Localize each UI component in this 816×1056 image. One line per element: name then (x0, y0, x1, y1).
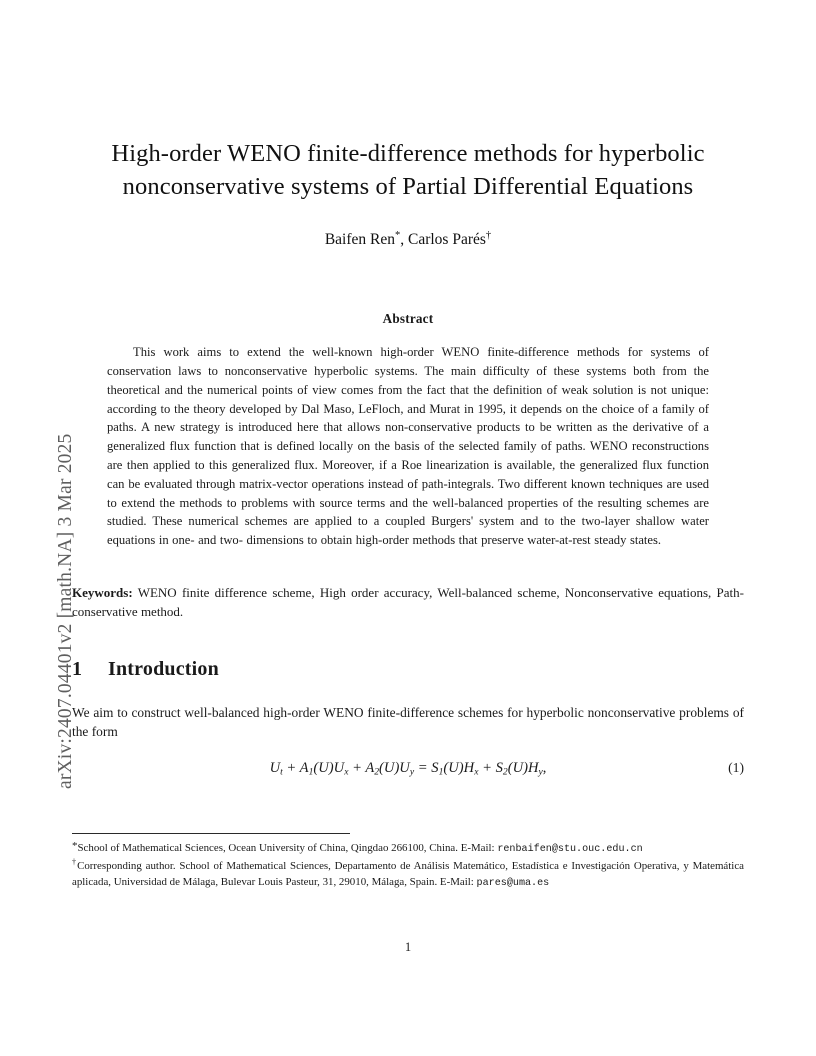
abstract-text: This work aims to extend the well-known … (107, 345, 709, 548)
footnote-marker-2: † (72, 857, 78, 867)
eq-sub: y (409, 766, 415, 778)
eq-part: = S (414, 760, 439, 777)
eq-part: (U)U (313, 760, 345, 777)
author-footnote-marker-1[interactable]: * (395, 230, 401, 241)
footnote-2-text: Corresponding author. School of Mathemat… (72, 860, 744, 889)
eq-sub: 1 (308, 766, 314, 778)
section-heading-introduction: 1 Introduction (72, 658, 744, 681)
page-number: 1 (404, 940, 412, 954)
footnote-1: *School of Mathematical Sciences, Ocean … (72, 841, 744, 857)
title-line-2: nonconservative systems of Partial Diffe… (122, 172, 694, 200)
eq-sub: x (474, 766, 479, 778)
title-line-1: High-order WENO finite-difference method… (111, 140, 705, 167)
equation-1: Ut + A1(U)Ux + A2(U)Uy = S1(U)Hx + S2(U)… (72, 760, 744, 777)
keywords-section: Keywords: WENO finite difference scheme,… (72, 584, 744, 622)
eq-part: (U)H (507, 760, 539, 777)
eq-sub: 2 (374, 766, 380, 778)
eq-part: + A (348, 760, 375, 777)
footnote-1-text: School of Mathematical Sciences, Ocean U… (77, 842, 498, 854)
eq-sub: t (280, 766, 283, 778)
equation-row-1: Ut + A1(U)Ux + A2(U)Uy = S1(U)Hx + S2(U)… (72, 760, 744, 786)
author-name-2: Carlos Parés (408, 231, 486, 249)
abstract-section: Abstract This work aims to extend the we… (107, 311, 709, 550)
keywords-label: Keywords: (72, 585, 133, 601)
abstract-heading: Abstract (382, 311, 434, 327)
footnote-divider (72, 833, 350, 834)
footnote-2: †Corresponding author. School of Mathema… (72, 857, 744, 891)
keywords-text: WENO finite difference scheme, High orde… (72, 585, 744, 619)
section-number: 1 (72, 657, 83, 680)
footnote-area: *School of Mathematical Sciences, Ocean … (72, 833, 744, 893)
eq-part: U (269, 760, 281, 777)
eq-part: (U)U (379, 760, 410, 777)
eq-part: + A (282, 760, 309, 777)
page-title: High-order WENO finite-difference method… (72, 0, 744, 203)
eq-sub: x (344, 766, 349, 778)
equation-number-1: (1) (728, 760, 744, 776)
author-name-1: Baifen Ren (324, 231, 395, 249)
eq-sub: 1 (438, 766, 444, 778)
author-list: Baifen Ren*, Carlos Parés† (72, 230, 744, 249)
author-footnote-marker-2[interactable]: † (485, 230, 492, 241)
eq-part: (U)H (443, 760, 475, 777)
footnote-marker-1: * (72, 840, 78, 852)
introduction-paragraph: We aim to construct well-balanced high-o… (72, 704, 744, 740)
eq-part: , (542, 760, 547, 777)
eq-sub: y (538, 766, 543, 778)
eq-part: + S (478, 760, 503, 777)
page-content: High-order WENO finite-difference method… (72, 0, 744, 1056)
footnote-1-email[interactable]: renbaifen@stu.ouc.edu.cn (497, 844, 643, 855)
section-title: Introduction (108, 657, 219, 680)
footnote-2-email[interactable]: pares@uma.es (476, 878, 550, 890)
author-separator: , (400, 231, 408, 249)
eq-sub: 2 (502, 766, 508, 778)
